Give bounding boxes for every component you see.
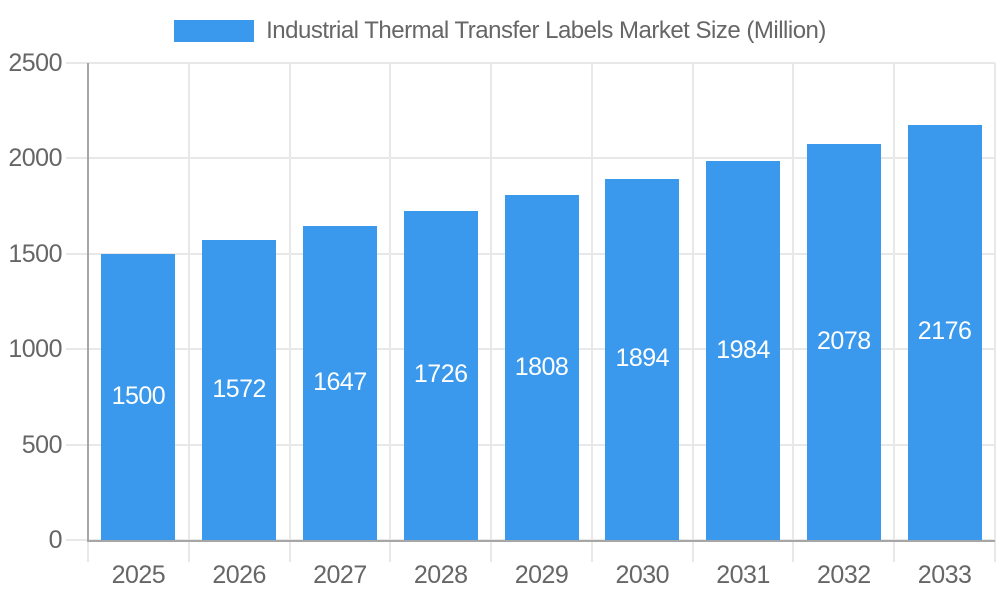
y-tick-label: 1000 — [8, 335, 62, 364]
x-axis-line — [87, 540, 995, 542]
bar-value-label: 1894 — [615, 344, 670, 373]
legend-swatch-icon — [174, 20, 255, 42]
bar-value-label: 1500 — [111, 381, 166, 410]
y-tick-label: 2500 — [8, 49, 62, 77]
y-tick-label: 0 — [48, 526, 63, 554]
x-tick-label: 2032 — [817, 561, 871, 589]
legend[interactable]: Industrial Thermal Transfer Labels Marke… — [0, 16, 1000, 46]
bar-value-label: 1808 — [514, 352, 569, 381]
bar-value-label: 2078 — [817, 326, 871, 355]
bar-2032[interactable]: 2078 — [806, 143, 881, 540]
y-tick-label: 2000 — [8, 144, 62, 173]
bar-2033[interactable]: 2176 — [907, 124, 982, 540]
x-tick-label: 2026 — [212, 561, 266, 589]
x-tick-label: 2033 — [917, 561, 972, 589]
bar-2029[interactable]: 1808 — [504, 195, 579, 540]
x-gridline — [994, 63, 996, 562]
x-gridline — [691, 63, 694, 562]
x-gridline — [187, 63, 190, 562]
x-tick-label: 2027 — [313, 561, 367, 589]
x-tick-label: 2029 — [514, 561, 569, 589]
bar-2028[interactable]: 1726 — [403, 210, 478, 540]
bar-2027[interactable]: 1647 — [302, 225, 377, 540]
bar-2025[interactable]: 1500 — [101, 253, 176, 540]
x-gridline — [490, 63, 493, 562]
bar-value-label: 1726 — [413, 360, 468, 389]
x-tick-label: 2031 — [716, 561, 770, 589]
bar-value-label: 2176 — [917, 317, 972, 346]
x-gridline — [792, 63, 795, 562]
y-axis-line — [87, 63, 89, 542]
bar-2030[interactable]: 1894 — [605, 178, 680, 540]
y-gridline — [66, 62, 995, 64]
bar-2026[interactable]: 1572 — [202, 240, 277, 540]
x-gridline — [893, 63, 896, 562]
bar-2031[interactable]: 1984 — [706, 161, 781, 540]
bar-value-label: 1647 — [313, 367, 367, 396]
y-tick-label: 1500 — [8, 239, 62, 268]
x-tick-label: 2030 — [615, 561, 670, 589]
y-tick-label: 500 — [21, 430, 63, 459]
x-tick-label: 2025 — [111, 561, 166, 589]
bar-value-label: 1572 — [212, 375, 266, 404]
legend-label: Industrial Thermal Transfer Labels Marke… — [266, 17, 826, 44]
x-gridline — [288, 63, 291, 562]
x-gridline — [590, 63, 593, 562]
y-gridline — [66, 157, 995, 160]
bar-value-label: 1984 — [716, 335, 770, 364]
x-gridline — [389, 63, 392, 562]
x-tick-label: 2028 — [413, 561, 468, 589]
